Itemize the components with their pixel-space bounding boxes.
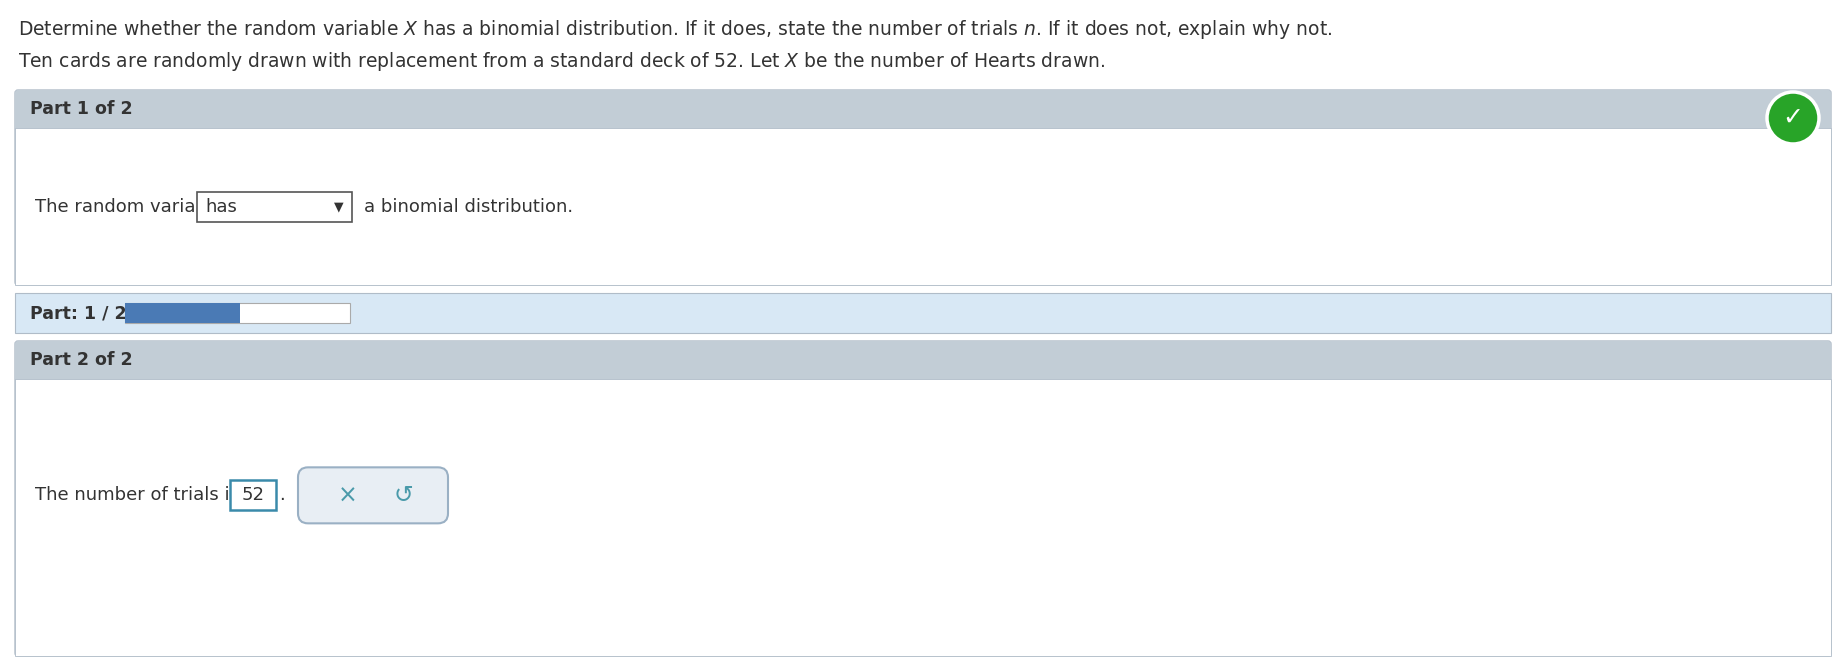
Text: ✓: ✓ <box>1783 106 1804 130</box>
Bar <box>126 303 351 323</box>
Bar <box>126 303 240 323</box>
Text: ↺: ↺ <box>393 484 414 507</box>
Text: a binomial distribution.: a binomial distribution. <box>364 198 572 216</box>
Bar <box>15 379 1831 656</box>
Text: Part: 1 / 2: Part: 1 / 2 <box>30 304 127 322</box>
Text: .: . <box>279 486 284 504</box>
FancyBboxPatch shape <box>15 90 1831 285</box>
Text: 52: 52 <box>242 486 264 504</box>
Text: ▼: ▼ <box>334 200 343 213</box>
Text: Determine whether the random variable $\mathit{X}$ has a binomial distribution. : Determine whether the random variable $\… <box>18 18 1333 41</box>
Bar <box>15 371 1831 379</box>
Bar <box>231 480 277 510</box>
Text: Ten cards are randomly drawn with replacement from a standard deck of 52. Let $\: Ten cards are randomly drawn with replac… <box>18 50 1106 73</box>
FancyBboxPatch shape <box>297 468 449 523</box>
FancyBboxPatch shape <box>15 341 1831 379</box>
FancyBboxPatch shape <box>15 90 1831 128</box>
Bar <box>15 120 1831 128</box>
FancyBboxPatch shape <box>15 341 1831 656</box>
Text: Part 2 of 2: Part 2 of 2 <box>30 351 133 369</box>
Text: The number of trials is: The number of trials is <box>35 486 238 504</box>
Text: The random variable: The random variable <box>35 198 223 216</box>
Bar <box>198 192 353 222</box>
Text: ×: × <box>338 484 358 507</box>
Bar <box>15 128 1831 285</box>
Text: Part 1 of 2: Part 1 of 2 <box>30 100 133 118</box>
Text: has: has <box>205 198 236 216</box>
Circle shape <box>1767 92 1818 144</box>
Bar <box>15 293 1831 333</box>
